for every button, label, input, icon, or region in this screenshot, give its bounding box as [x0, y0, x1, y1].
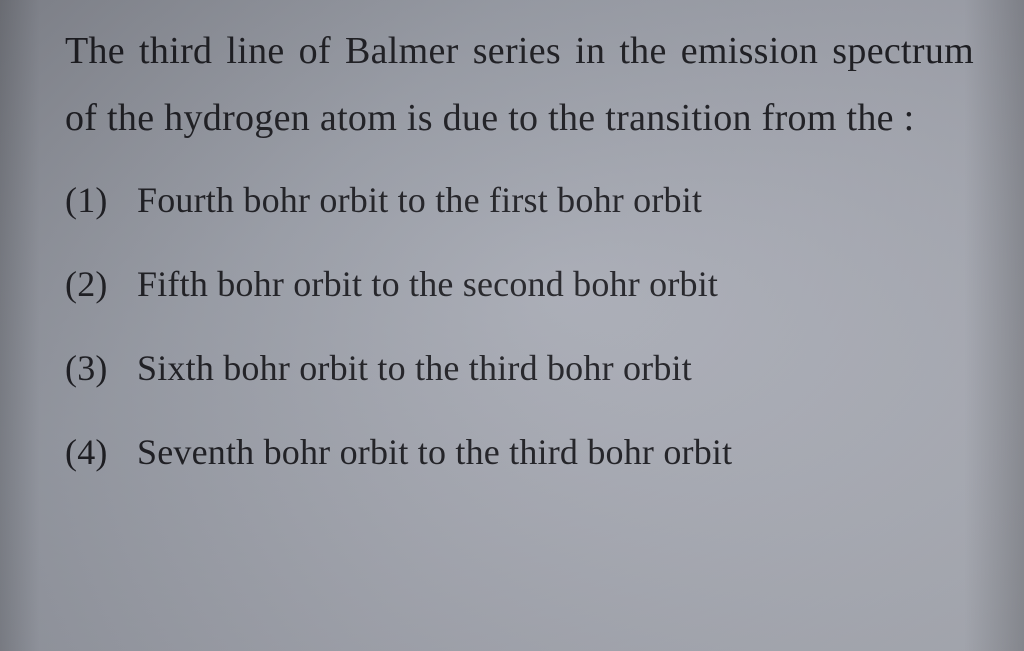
- option-text-1: Fourth bohr orbit to the first bohr orbi…: [137, 179, 974, 221]
- options-list: (1) Fourth bohr orbit to the first bohr …: [65, 179, 974, 473]
- option-number-3: (3): [65, 347, 137, 389]
- page-content: The third line of Balmer series in the e…: [0, 0, 1024, 651]
- option-1: (1) Fourth bohr orbit to the first bohr …: [65, 179, 974, 221]
- option-text-2: Fifth bohr orbit to the second bohr orbi…: [137, 263, 974, 305]
- option-number-1: (1): [65, 179, 137, 221]
- option-number-4: (4): [65, 431, 137, 473]
- option-text-4: Seventh bohr orbit to the third bohr orb…: [137, 431, 974, 473]
- question-text: The third line of Balmer series in the e…: [65, 18, 974, 151]
- option-3: (3) Sixth bohr orbit to the third bohr o…: [65, 347, 974, 389]
- option-2: (2) Fifth bohr orbit to the second bohr …: [65, 263, 974, 305]
- option-4: (4) Seventh bohr orbit to the third bohr…: [65, 431, 974, 473]
- option-number-2: (2): [65, 263, 137, 305]
- option-text-3: Sixth bohr orbit to the third bohr orbit: [137, 347, 974, 389]
